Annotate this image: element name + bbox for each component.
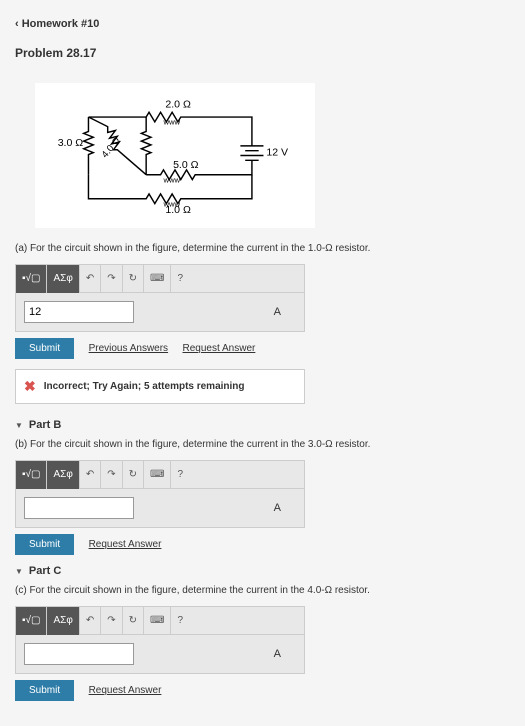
greek-btn[interactable]: ΑΣφ [47, 607, 79, 635]
greek-btn[interactable]: ΑΣφ [47, 265, 79, 293]
problem-title: Problem 28.17 [15, 38, 510, 68]
svg-text:3.0 Ω: 3.0 Ω [58, 137, 84, 149]
unit-b: A [274, 502, 281, 514]
undo-icon[interactable]: ↶ [80, 265, 101, 293]
format-icon[interactable]: ▪√▢ [16, 265, 47, 293]
circuit-diagram: 2.0 Ω 3.0 Ω 4.0 Ω 5.0 Ω 1.0 Ω 12 V ᴡᴡᴡ ᴡ… [35, 83, 315, 228]
svg-text:ᴡᴡᴡ: ᴡᴡᴡ [162, 118, 180, 127]
svg-text:2.0 Ω: 2.0 Ω [165, 98, 191, 110]
keyboard-icon[interactable]: ⌨ [144, 607, 171, 635]
submit-button-c[interactable]: Submit [15, 680, 74, 701]
reset-icon[interactable]: ↻ [123, 461, 144, 489]
part-c-head[interactable]: Part C [15, 565, 510, 577]
keyboard-icon[interactable]: ⌨ [144, 265, 171, 293]
request-answer-link-a[interactable]: Request Answer [183, 343, 256, 354]
answer-input-c[interactable] [24, 643, 134, 665]
feedback-a: ✖ Incorrect; Try Again; 5 attempts remai… [15, 369, 305, 404]
answer-input-b[interactable] [24, 497, 134, 519]
incorrect-icon: ✖ [24, 378, 36, 395]
undo-icon[interactable]: ↶ [80, 461, 101, 489]
unit-c: A [274, 648, 281, 660]
answer-box-b: ▪√▢ ΑΣφ ↶ ↷ ↻ ⌨ ? A [15, 460, 305, 528]
answer-input-a[interactable] [24, 301, 134, 323]
answer-box-c: ▪√▢ ΑΣφ ↶ ↷ ↻ ⌨ ? A [15, 606, 305, 674]
greek-btn[interactable]: ΑΣφ [47, 461, 79, 489]
part-b-prompt: (b) For the circuit shown in the figure,… [15, 439, 510, 450]
help-btn[interactable]: ? [171, 265, 189, 293]
svg-text:5.0 Ω: 5.0 Ω [173, 159, 199, 171]
part-b-head[interactable]: Part B [15, 419, 510, 431]
redo-icon[interactable]: ↷ [101, 607, 122, 635]
svg-text:ᴡᴡᴡ: ᴡᴡᴡ [162, 199, 180, 208]
reset-icon[interactable]: ↻ [123, 607, 144, 635]
svg-text:4.0 Ω: 4.0 Ω [100, 135, 123, 160]
help-btn[interactable]: ? [171, 607, 189, 635]
format-icon[interactable]: ▪√▢ [16, 607, 47, 635]
redo-icon[interactable]: ↷ [101, 265, 122, 293]
submit-button-a[interactable]: Submit [15, 338, 74, 359]
svg-text:12 V: 12 V [266, 147, 288, 159]
redo-icon[interactable]: ↷ [101, 461, 122, 489]
request-answer-link-b[interactable]: Request Answer [89, 539, 162, 550]
request-answer-link-c[interactable]: Request Answer [89, 685, 162, 696]
feedback-text: Incorrect; Try Again; 5 attempts remaini… [44, 381, 245, 392]
reset-icon[interactable]: ↻ [123, 265, 144, 293]
format-icon[interactable]: ▪√▢ [16, 461, 47, 489]
answer-box-a: ▪√▢ ΑΣφ ↶ ↷ ↻ ⌨ ? A [15, 264, 305, 332]
unit-a: A [274, 306, 281, 318]
keyboard-icon[interactable]: ⌨ [144, 461, 171, 489]
part-a-prompt: (a) For the circuit shown in the figure,… [15, 243, 510, 254]
breadcrumb: ‹ Homework #10 [15, 10, 510, 38]
help-btn[interactable]: ? [171, 461, 189, 489]
part-c-prompt: (c) For the circuit shown in the figure,… [15, 585, 510, 596]
submit-button-b[interactable]: Submit [15, 534, 74, 555]
prev-answers-link[interactable]: Previous Answers [89, 343, 168, 354]
svg-text:ᴡᴡᴡ: ᴡᴡᴡ [162, 175, 180, 184]
undo-icon[interactable]: ↶ [80, 607, 101, 635]
